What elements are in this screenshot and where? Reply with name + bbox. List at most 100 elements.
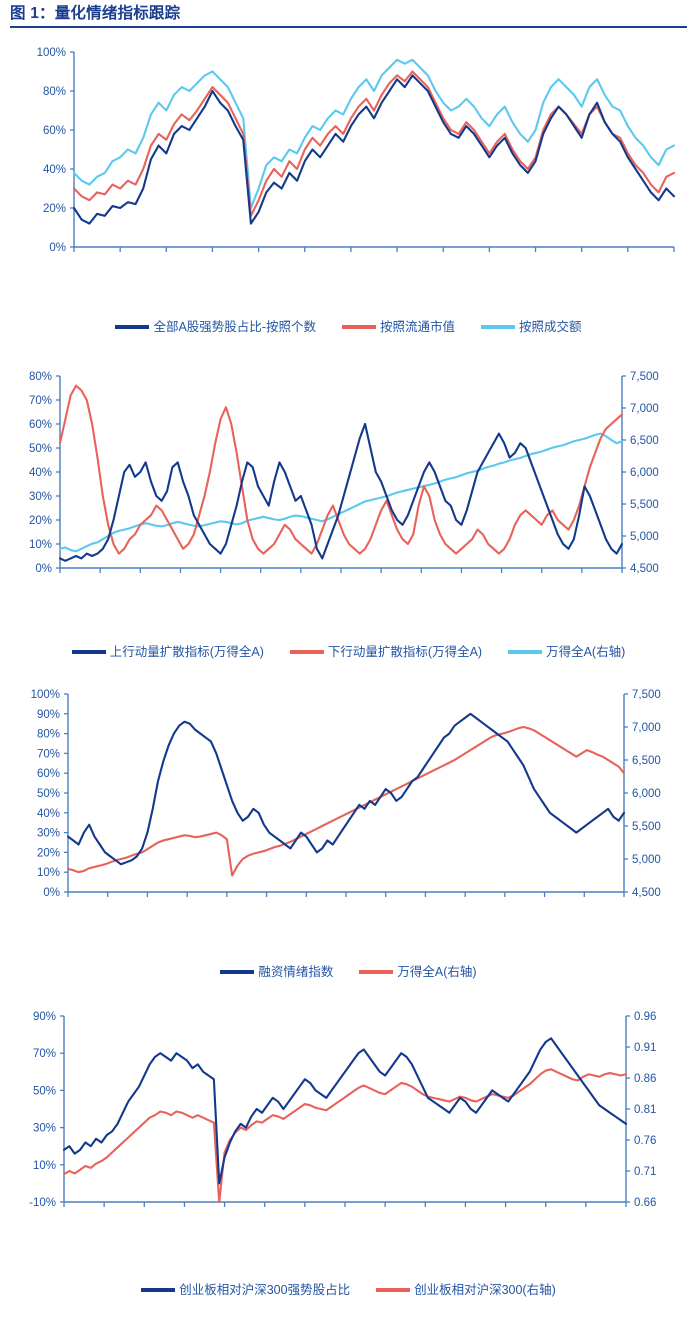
chart-strong-stock-ratio: 0%20%40%60%80%100%2025-012025-022025-032… (0, 42, 697, 342)
legend-item[interactable]: 万得全A(右轴) (508, 645, 625, 659)
page-title: 图 1：量化情绪指标跟踪 (10, 5, 181, 22)
y-axis-tick-label: 90% (33, 1011, 56, 1023)
y-axis-tick-label: 50% (33, 1085, 56, 1097)
y-axis-tick-label: 10% (33, 1160, 56, 1172)
legend-color-swatch (359, 970, 394, 974)
series-line (58, 422, 624, 562)
y-axis-right-tick-label: 5,000 (632, 854, 661, 866)
legend-item[interactable]: 创业板相对沪深300强势股占比 (141, 1283, 350, 1297)
y-axis-right-tick-label: 5,000 (630, 531, 659, 543)
series-line (72, 58, 676, 210)
legend-label: 按照流通市值 (379, 320, 455, 334)
y-axis-right-tick-label: 0.96 (634, 1011, 656, 1023)
legend-color-swatch (508, 650, 543, 654)
chart-plot-area-4: -10% 10% 30% 50% 70% 90% 0.66 0.71 0.76 0.81 0.86 0… (0, 1006, 697, 1212)
legend-label: 创业板相对沪深300(右轴) (414, 1283, 556, 1297)
series-line (66, 712, 626, 866)
series-line (62, 1037, 628, 1185)
y-axis-tick-label: 0% (35, 563, 52, 575)
y-axis-right-tick-label: 0.66 (634, 1197, 656, 1209)
chart-chinext-vs-hs300: -10% 10% 30% 50% 70% 90% 0.66 0.71 0.76 0.81 0.86 0… (0, 1006, 697, 1286)
y-axis-right-tick-label: 0.81 (634, 1104, 656, 1116)
y-axis-tick-label: 70% (33, 1048, 56, 1060)
y-axis-right-tick-label: 0.71 (634, 1166, 656, 1178)
chart-svg-4: -10% 10% 30% 50% 70% 90% 0.66 0.71 0.76 0.81 0.86 0… (29, 1011, 656, 1212)
legend-label: 万得全A(右轴) (397, 965, 477, 979)
series-line (72, 74, 676, 225)
chart-svg-2: 0% 10% 20% 30% 40% 50% 60% 70% 80% 4,500 5,000 5,50… (29, 371, 659, 578)
y-axis-tick-label: 70% (37, 748, 60, 760)
y-axis-right-tick-label: 7,500 (630, 371, 659, 383)
chart-legend-4: 创业板相对沪深300强势股占比 创业板相对沪深300(右轴) (0, 1283, 697, 1297)
legend-item[interactable]: 融资情绪指数 (220, 965, 333, 979)
y-axis-tick-label: 70% (29, 395, 52, 407)
x-axis-tick-label: 2025-04 (208, 256, 220, 257)
figure-title-bar: 图 1：量化情绪指标跟踪 (10, 4, 687, 28)
y-axis-tick-label: 0% (43, 887, 60, 899)
chart-momentum-diffusion: 0% 10% 20% 30% 40% 50% 60% 70% 80% 4,500 5,000 5,50… (0, 366, 697, 636)
series-line (62, 1068, 628, 1204)
legend-label: 融资情绪指数 (258, 965, 334, 979)
y-axis-right-tick-label: 7,000 (630, 403, 659, 415)
y-axis-right-tick-label: 5,500 (632, 821, 661, 833)
series-line (58, 384, 624, 555)
y-axis-tick-label: 50% (29, 443, 52, 455)
legend-item[interactable]: 按照流通市值 (341, 320, 455, 334)
y-axis-right-tick-label: 7,000 (632, 722, 661, 734)
y-axis-tick-label: 30% (33, 1123, 56, 1135)
legend-label: 全部A股强势股占比-按照个数 (153, 320, 316, 334)
y-axis-tick-label: 0% (49, 242, 66, 254)
series-line (58, 432, 624, 553)
legend-color-swatch (341, 325, 376, 329)
y-axis-tick-label: 80% (29, 371, 52, 383)
legend-color-swatch (481, 325, 515, 329)
y-axis-tick-label: 90% (37, 709, 60, 721)
y-axis-right-tick-label: 6,500 (630, 435, 659, 447)
y-axis-right-tick-label: 6,000 (630, 467, 659, 479)
legend-item[interactable]: 全部A股强势股占比-按照个数 (115, 320, 316, 334)
x-axis-tick-label: 2025-04 (180, 1211, 192, 1212)
y-axis-tick-label: 80% (37, 729, 60, 741)
legend-item[interactable]: 下行动量扩散指标(万得全A) (289, 645, 482, 659)
y-axis-tick-label: 100% (37, 47, 66, 59)
legend-color-swatch (289, 650, 324, 654)
chart-svg-1: 0%20%40%60%80%100%2025-012025-022025-032… (37, 47, 676, 257)
legend-color-swatch (220, 970, 255, 974)
legend-item[interactable]: 按照成交额 (481, 320, 582, 334)
y-axis-right-tick-label: 6,000 (632, 788, 661, 800)
y-axis-right-tick-label: 4,500 (630, 563, 659, 575)
y-axis-tick-label: 100% (31, 689, 60, 701)
series-line (72, 70, 676, 217)
y-axis-right-tick-label: 7,500 (632, 689, 661, 701)
legend-item[interactable]: 上行动量扩散指标(万得全A) (71, 645, 264, 659)
y-axis-right-tick-label: 4,500 (632, 887, 661, 899)
y-axis-tick-label: 10% (37, 867, 60, 879)
chart-legend-2: 上行动量扩散指标(万得全A) 下行动量扩散指标(万得全A) 万得全A(右轴) (0, 645, 697, 659)
y-axis-right-tick-label: 5,500 (630, 499, 659, 511)
y-axis-tick-label: 40% (37, 808, 60, 820)
chart-svg-3: 0% 10% 20% 30% 40% 50% 60% 70% 80% 90% 100% 4,500 5,… (31, 689, 661, 902)
y-axis-tick-label: 50% (37, 788, 60, 800)
chart-plot-area-1: 0%20%40%60%80%100%2025-012025-022025-032… (0, 42, 697, 257)
y-axis-tick-label: -10% (29, 1197, 56, 1209)
legend-item[interactable]: 创业板相对沪深300(右轴) (376, 1283, 556, 1297)
chart-legend-1: 全部A股强势股占比-按照个数 按照流通市值 按照成交额 (0, 320, 697, 334)
legend-label: 创业板相对沪深300强势股占比 (179, 1283, 351, 1297)
y-axis-tick-label: 40% (43, 164, 66, 176)
series-line (66, 725, 626, 877)
x-axis-tick-label: 2025-04 (176, 577, 188, 578)
legend-label: 万得全A(右轴) (546, 645, 626, 659)
legend-item[interactable]: 万得全A(右轴) (359, 965, 477, 979)
y-axis-tick-label: 20% (29, 515, 52, 527)
chart-margin-sentiment: 0% 10% 20% 30% 40% 50% 60% 70% 80% 90% 100% 4,500 5,… (0, 684, 697, 964)
y-axis-tick-label: 20% (43, 203, 66, 215)
y-axis-tick-label: 80% (43, 86, 66, 98)
y-axis-tick-label: 60% (29, 419, 52, 431)
y-axis-tick-label: 60% (43, 125, 66, 137)
title-divider (10, 26, 687, 28)
y-axis-right-tick-label: 0.91 (634, 1042, 656, 1054)
legend-color-swatch (376, 1288, 411, 1292)
legend-label: 按照成交额 (519, 320, 582, 334)
y-axis-right-tick-label: 6,500 (632, 755, 661, 767)
